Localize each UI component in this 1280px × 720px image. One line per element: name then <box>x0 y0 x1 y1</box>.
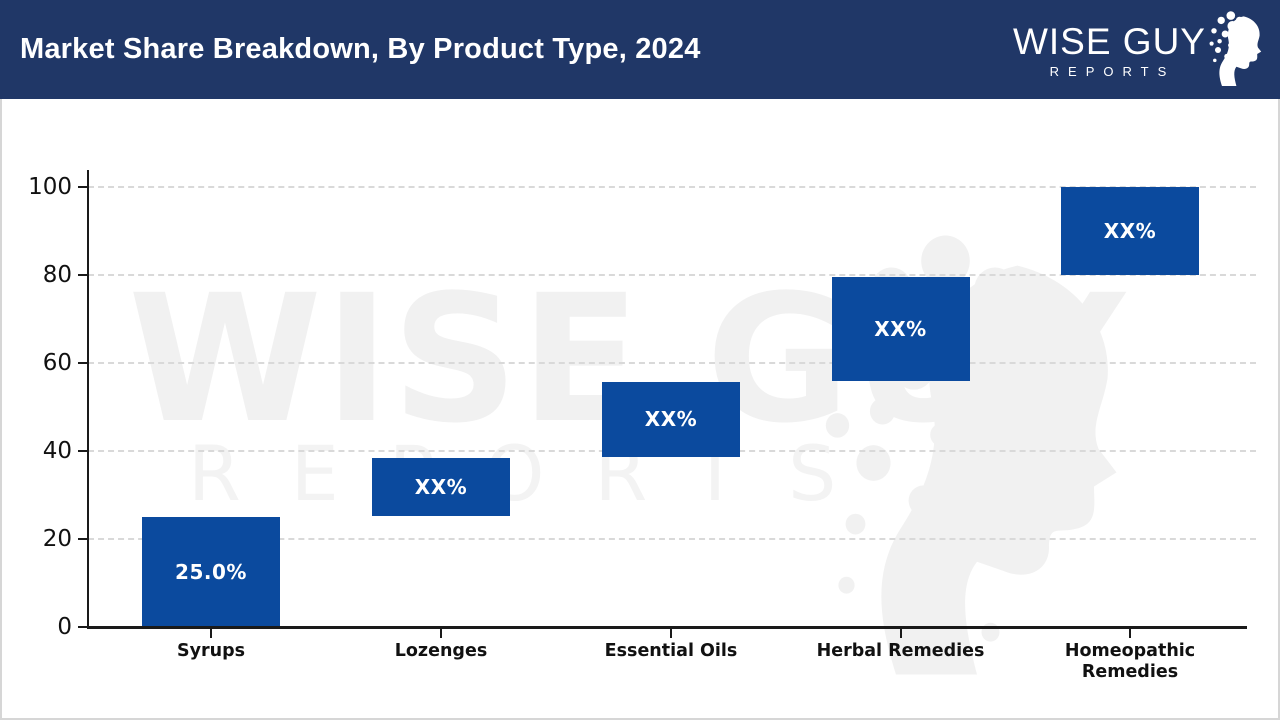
bar-lozenges: XX% <box>372 457 510 516</box>
x-tick-lozenges <box>440 629 442 638</box>
logo-subtext: REPORTS <box>1049 63 1176 79</box>
logo-dotted-face-icon <box>1209 11 1262 86</box>
x-axis-line <box>87 626 1247 629</box>
y-tick-60 <box>78 362 87 364</box>
watermark-text-reports: REPORTS <box>188 429 887 518</box>
y-tick-100 <box>78 186 87 188</box>
x-tick-label-homeopathic-remedies: Homeopathic Remedies <box>1064 641 1196 682</box>
gridline-100 <box>88 186 1256 188</box>
x-tick-syrups <box>210 629 212 638</box>
frame-border-right <box>1278 99 1280 720</box>
y-tick-label: 0 <box>57 614 72 640</box>
gridline-60 <box>88 362 1256 364</box>
x-tick-label-essential-oils: Essential Oils <box>604 641 738 661</box>
x-tick-herbal-remedies <box>899 629 902 638</box>
y-tick-label: 20 <box>42 526 72 552</box>
bar-value-label-herbal-remedies: XX% <box>874 317 927 342</box>
bar-value-label-lozenges: XX% <box>414 474 468 499</box>
frame-border-left <box>0 99 2 720</box>
bar-homeopathic-remedies: XX% <box>1061 187 1199 275</box>
y-tick-label: 40 <box>42 438 72 464</box>
gridline-80 <box>88 274 1256 276</box>
x-tick-label-herbal-remedies: Herbal Remedies <box>816 641 985 661</box>
bar-value-label-homeopathic-remedies: XX% <box>1103 219 1157 243</box>
y-axis-line <box>87 170 89 629</box>
bar-herbal-remedies: XX% <box>831 277 970 382</box>
x-tick-label-syrups: Syrups <box>176 641 246 661</box>
bar-syrups: 25.0% <box>142 517 280 627</box>
y-tick-label: 100 <box>28 174 72 200</box>
x-tick-essential-oils <box>670 629 672 638</box>
brand-logo: WISE GUY REPORTS <box>1013 8 1270 92</box>
bar-value-label-syrups: 25.0% <box>175 560 247 584</box>
logo-wordmark: WISE GUY <box>1012 20 1206 62</box>
x-tick-label-lozenges: Lozenges <box>394 641 488 661</box>
header-bar: Market Share Breakdown, By Product Type,… <box>0 0 1280 99</box>
y-tick-40 <box>78 450 87 452</box>
chart-title: Market Share Breakdown, By Product Type,… <box>20 33 701 65</box>
y-tick-label: 60 <box>42 350 72 376</box>
bar-value-label-essential-oils: XX% <box>644 407 698 432</box>
y-tick-label: 80 <box>42 262 72 288</box>
y-tick-0 <box>78 626 87 628</box>
gridline-20 <box>88 538 1256 540</box>
y-tick-20 <box>78 538 87 540</box>
y-tick-80 <box>78 274 87 276</box>
frame-border-bottom <box>0 718 1280 720</box>
x-tick-homeopathic-remedies <box>1129 629 1131 638</box>
bar-essential-oils: XX% <box>602 381 740 457</box>
